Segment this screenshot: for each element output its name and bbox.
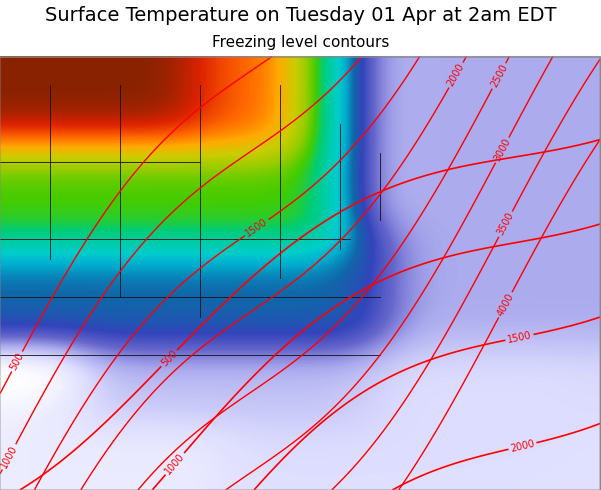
Text: Surface Temperature on Tuesday 01 Apr at 2am EDT: Surface Temperature on Tuesday 01 Apr at… bbox=[44, 6, 557, 25]
Text: 500: 500 bbox=[8, 351, 26, 372]
Text: 2000: 2000 bbox=[509, 439, 535, 454]
Text: 2000: 2000 bbox=[446, 62, 466, 88]
Text: 1000: 1000 bbox=[0, 443, 19, 470]
Text: 1500: 1500 bbox=[507, 330, 532, 345]
Text: 1000: 1000 bbox=[163, 451, 187, 476]
Text: 3500: 3500 bbox=[495, 211, 516, 237]
Text: 500: 500 bbox=[159, 348, 179, 368]
Text: 4000: 4000 bbox=[495, 292, 516, 318]
Text: 1500: 1500 bbox=[244, 217, 270, 239]
Text: Freezing level contours: Freezing level contours bbox=[212, 35, 389, 50]
Text: 3000: 3000 bbox=[492, 137, 513, 163]
Text: 2500: 2500 bbox=[489, 63, 509, 89]
